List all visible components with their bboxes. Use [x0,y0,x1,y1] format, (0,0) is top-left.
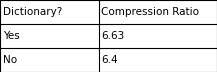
Text: No: No [3,55,17,65]
Text: Compression Ratio: Compression Ratio [101,7,199,17]
Text: 6.63: 6.63 [101,31,125,41]
Text: Yes: Yes [3,31,19,41]
Text: 6.4: 6.4 [101,55,118,65]
Text: Dictionary?: Dictionary? [3,7,62,17]
